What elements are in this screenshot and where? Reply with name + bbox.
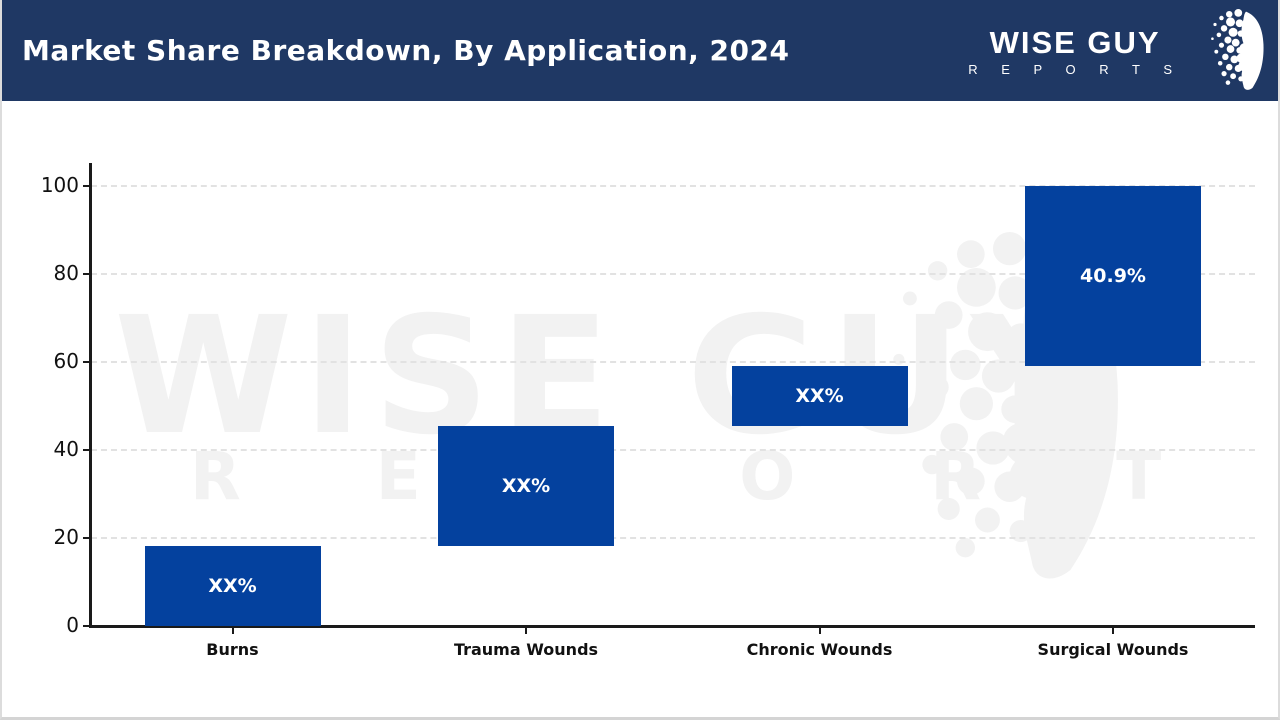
x-tick-mark-3 [1112, 627, 1114, 634]
y-tick-mark-40 [83, 449, 91, 451]
x-tick-mark-1 [525, 627, 527, 634]
y-tick-mark-20 [83, 537, 91, 539]
bar-burns: XX% [144, 545, 321, 626]
gridline-20 [91, 537, 1255, 539]
y-tick-label-40: 40 [53, 437, 79, 461]
bar-chronic-wounds: XX% [731, 365, 908, 426]
y-tick-label-0: 0 [66, 613, 79, 637]
y-tick-label-60: 60 [53, 349, 79, 373]
x-tick-mark-0 [231, 627, 234, 634]
gridline-60 [91, 361, 1255, 363]
bar-value-label: XX% [501, 474, 551, 497]
x-tick-label-3: Surgical Wounds [1037, 640, 1189, 659]
x-tick-label-0: Burns [206, 640, 259, 659]
x-tick-mark-2 [818, 627, 821, 634]
bar-surgical-wounds: 40.9% [1025, 186, 1201, 366]
bar-trauma-wounds: XX% [438, 425, 614, 546]
brand-subtitle: R E P O R T S [968, 61, 1182, 77]
y-tick-mark-80 [83, 273, 91, 275]
bar-value-label: XX% [208, 574, 257, 597]
y-tick-label-20: 20 [53, 525, 79, 549]
bar-value-label: XX% [795, 384, 844, 407]
y-tick-mark-0 [83, 625, 91, 627]
brand-logo: WISE GUY R E P O R T S [968, 8, 1278, 94]
x-tick-label-2: Chronic Wounds [746, 640, 893, 659]
brand-logo-text: WISE GUY R E P O R T S [968, 25, 1182, 77]
gridline-100 [91, 185, 1255, 187]
y-tick-label-80: 80 [53, 261, 79, 285]
bar-value-label: 40.9% [1080, 264, 1146, 287]
y-axis-line [89, 163, 92, 628]
x-axis-line [89, 625, 1255, 628]
gridline-80 [91, 273, 1255, 275]
brand-name: WISE GUY [989, 24, 1161, 60]
header: Market Share Breakdown, By Application, … [2, 0, 1278, 101]
gridline-40 [91, 449, 1255, 451]
y-tick-mark-60 [83, 361, 91, 363]
page-title: Market Share Breakdown, By Application, … [22, 34, 790, 67]
y-tick-label-100: 100 [40, 173, 79, 197]
x-tick-label-1: Trauma Wounds [453, 640, 599, 659]
y-tick-mark-100 [83, 185, 91, 187]
